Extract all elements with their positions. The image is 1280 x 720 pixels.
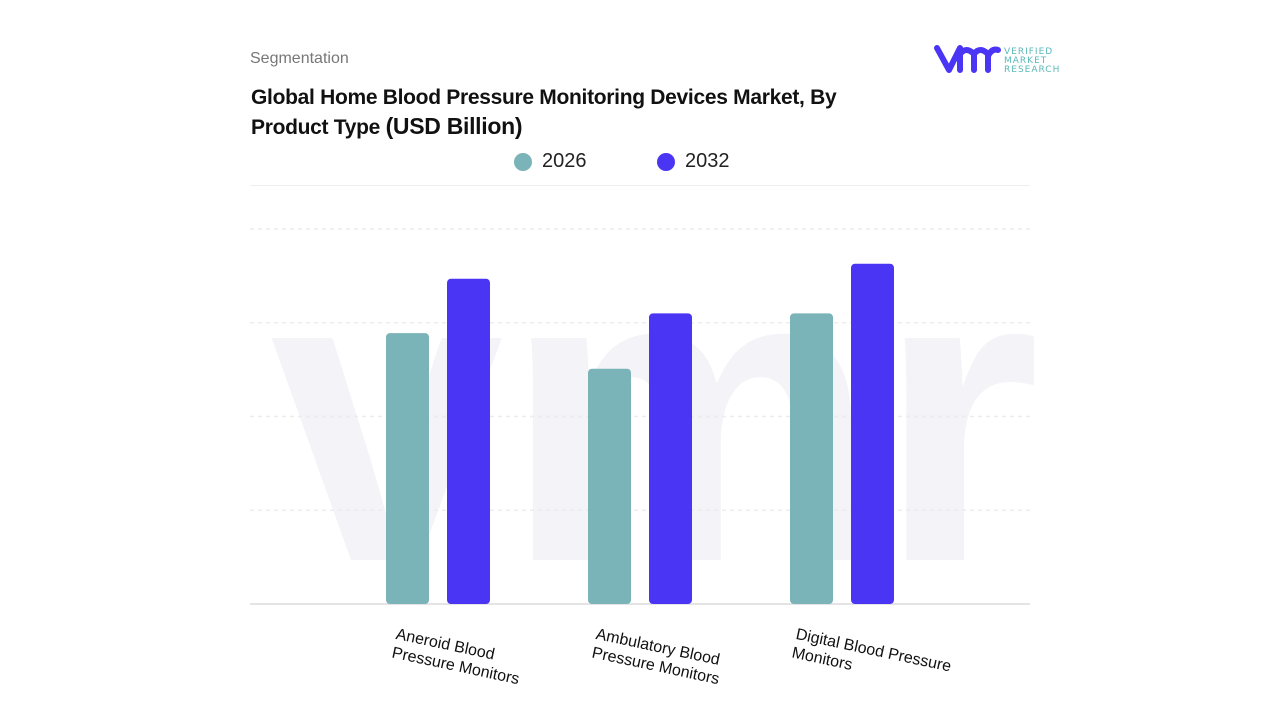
bar-2032-0	[447, 278, 490, 604]
bar-2026-2	[790, 313, 833, 604]
bar-2026-0	[386, 333, 429, 604]
bar-2032-1	[649, 313, 692, 604]
bar-2026-1	[588, 368, 631, 604]
svg-text:VERIFIED: VERIFIED	[1004, 47, 1053, 57]
legend-swatch	[514, 152, 532, 171]
legend-swatch	[657, 152, 675, 171]
bar-2032-2	[851, 263, 894, 604]
legend-item-2032: 2032	[657, 150, 730, 173]
section-label: Segmentation	[250, 50, 349, 67]
chart-title: Global Home Blood Pressure Monitoring De…	[251, 86, 837, 139]
vmr-logo: VERIFIED MARKET RESEARCH	[934, 42, 1064, 81]
divider	[250, 185, 1030, 186]
legend-label: 2032	[685, 150, 730, 172]
legend-label: 2026	[542, 150, 587, 172]
legend-item-2026: 2026	[514, 150, 587, 173]
svg-text:RESEARCH: RESEARCH	[1004, 65, 1060, 75]
svg-text:MARKET: MARKET	[1004, 56, 1047, 66]
